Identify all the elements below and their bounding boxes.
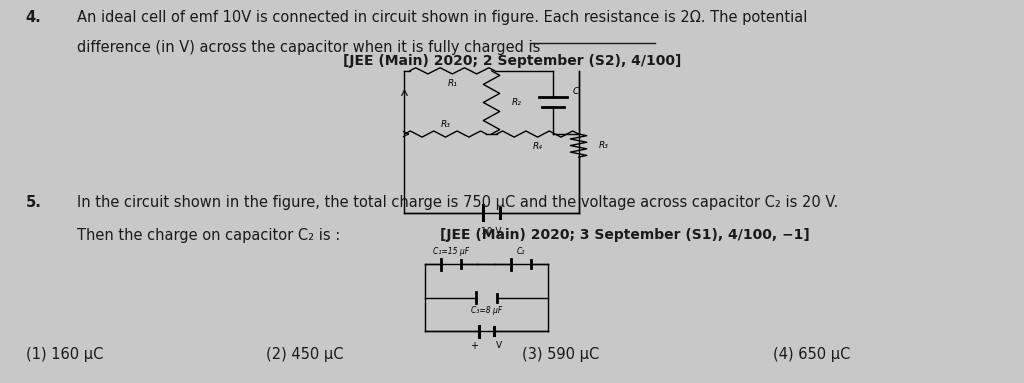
- Text: (2) 450 μC: (2) 450 μC: [266, 347, 344, 362]
- Text: An ideal cell of emf 10V is connected in circuit shown in figure. Each resistanc: An ideal cell of emf 10V is connected in…: [77, 10, 807, 25]
- Text: (1) 160 μC: (1) 160 μC: [26, 347, 103, 362]
- Text: R₁: R₁: [447, 79, 458, 87]
- Text: +: +: [470, 341, 478, 351]
- Text: R₃: R₃: [599, 141, 609, 150]
- Text: R₂: R₂: [512, 98, 522, 107]
- Text: R₃: R₃: [440, 119, 451, 129]
- Text: (4) 650 μC: (4) 650 μC: [773, 347, 851, 362]
- Text: 5.: 5.: [26, 195, 42, 210]
- Text: 10 V: 10 V: [481, 227, 502, 236]
- Text: V: V: [496, 341, 502, 350]
- Text: 4.: 4.: [26, 10, 41, 25]
- Text: Then the charge on capacitor C₂ is :: Then the charge on capacitor C₂ is :: [77, 228, 340, 243]
- Text: R₄: R₄: [532, 142, 543, 151]
- Text: (3) 590 μC: (3) 590 μC: [522, 347, 599, 362]
- Text: C₁=15 μF: C₁=15 μF: [433, 247, 469, 256]
- Text: [JEE (Main) 2020; 2 September (S2), 4/100]: [JEE (Main) 2020; 2 September (S2), 4/10…: [343, 54, 681, 68]
- Text: [JEE (Main) 2020; 3 September (S1), 4/100, −1]: [JEE (Main) 2020; 3 September (S1), 4/10…: [440, 228, 810, 242]
- Text: C: C: [572, 87, 579, 96]
- Text: difference (in V) across the capacitor when it is fully charged is: difference (in V) across the capacitor w…: [77, 40, 541, 55]
- Text: C₂: C₂: [517, 247, 525, 256]
- Text: C₃=8 μF: C₃=8 μF: [471, 306, 502, 315]
- Text: In the circuit shown in the figure, the total charge is 750 μC and the voltage a: In the circuit shown in the figure, the …: [77, 195, 838, 210]
